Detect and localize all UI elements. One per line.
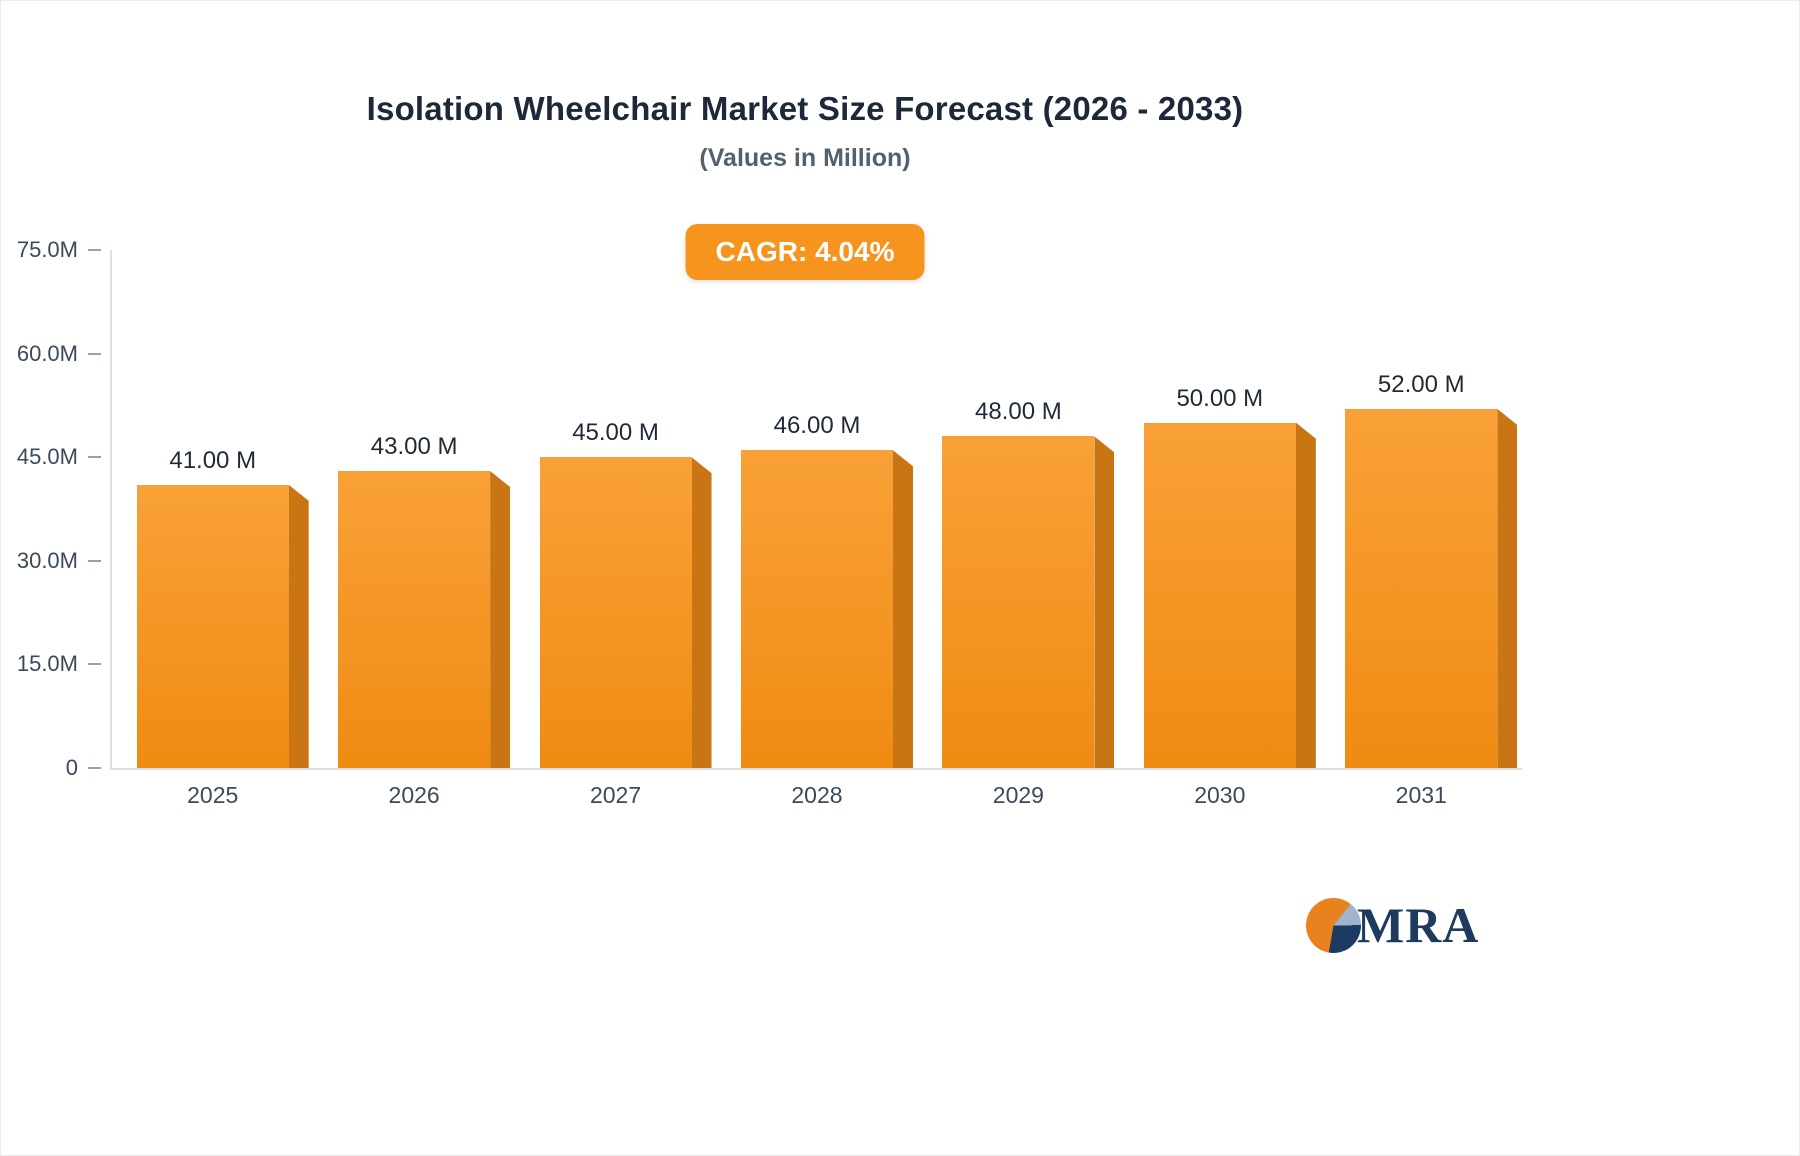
bar-group: 41.00 M 2025	[112, 250, 313, 808]
bar-group: 50.00 M 2030	[1119, 250, 1320, 808]
x-axis-label: 2025	[187, 782, 239, 808]
y-axis-tick-mark	[88, 352, 101, 355]
bar-value-label: 50.00 M	[1176, 384, 1264, 412]
pie-chart-logo-icon	[1306, 897, 1361, 953]
chart-header: Isolation Wheelchair Market Size Forecas…	[0, 0, 1610, 173]
brand-logo: MRA	[1306, 896, 1479, 954]
bar-value-label: 52.00 M	[1377, 370, 1465, 398]
y-axis-tick-label: 30.0M	[16, 547, 78, 573]
bar: 41.00 M	[136, 447, 289, 768]
bar: 43.00 M	[338, 433, 491, 768]
chart-subtitle: (Values in Million)	[699, 144, 911, 172]
bar: 46.00 M	[740, 412, 893, 768]
y-axis-tick-label: 75.0M	[16, 237, 78, 262]
x-axis-label: 2030	[1194, 782, 1246, 808]
x-axis-label: 2031	[1395, 782, 1447, 808]
bars: 41.00 M 2025 43.00 M 2026 45.00 M 2027 46.00 M…	[112, 250, 1522, 808]
y-axis-tick-label: 60.0M	[16, 340, 78, 366]
y-axis-tick-mark	[88, 456, 101, 459]
bar-value-label: 45.00 M	[572, 419, 659, 447]
y-axis-tick-mark	[88, 249, 101, 251]
y-axis-tick-label: 45.0M	[16, 444, 78, 470]
bar-group: 43.00 M 2026	[313, 250, 514, 808]
bar-group: 45.00 M 2027	[515, 250, 716, 808]
y-axis-tick-label: 0	[65, 755, 78, 780]
bar-value-label: 48.00 M	[975, 398, 1062, 426]
x-axis-label: 2027	[589, 782, 642, 808]
bar-group: 52.00 M 2031	[1321, 250, 1522, 808]
cagr-badge: CAGR: 4.04%	[685, 224, 925, 280]
brand-logo-text: MRA	[1357, 897, 1480, 953]
y-axis-tick-label: 15.0M	[16, 651, 78, 677]
bar-value-label: 46.00 M	[773, 412, 861, 440]
bar: 48.00 M	[942, 398, 1095, 768]
bar: 45.00 M	[539, 419, 692, 768]
bar-group: 46.00 M 2028	[716, 250, 917, 808]
y-axis-tick-mark	[88, 663, 101, 666]
chart-title: Isolation Wheelchair Market Size Forecas…	[366, 90, 1244, 127]
bar: 52.00 M	[1345, 371, 1498, 768]
bar: 50.00 M	[1143, 385, 1296, 768]
x-axis-label: 2026	[388, 782, 440, 808]
bar-value-label: 41.00 M	[169, 446, 257, 474]
bar-group: 48.00 M 2029	[918, 250, 1119, 808]
y-axis-tick-mark	[88, 767, 101, 769]
y-axis-tick-mark	[88, 559, 101, 562]
x-axis-label: 2028	[791, 782, 843, 808]
x-axis-label: 2029	[992, 782, 1044, 808]
plot-area: 41.00 M 2025 43.00 M 2026 45.00 M 2027 46.00 M…	[17, 237, 1522, 808]
bar-value-label: 43.00 M	[370, 433, 458, 461]
